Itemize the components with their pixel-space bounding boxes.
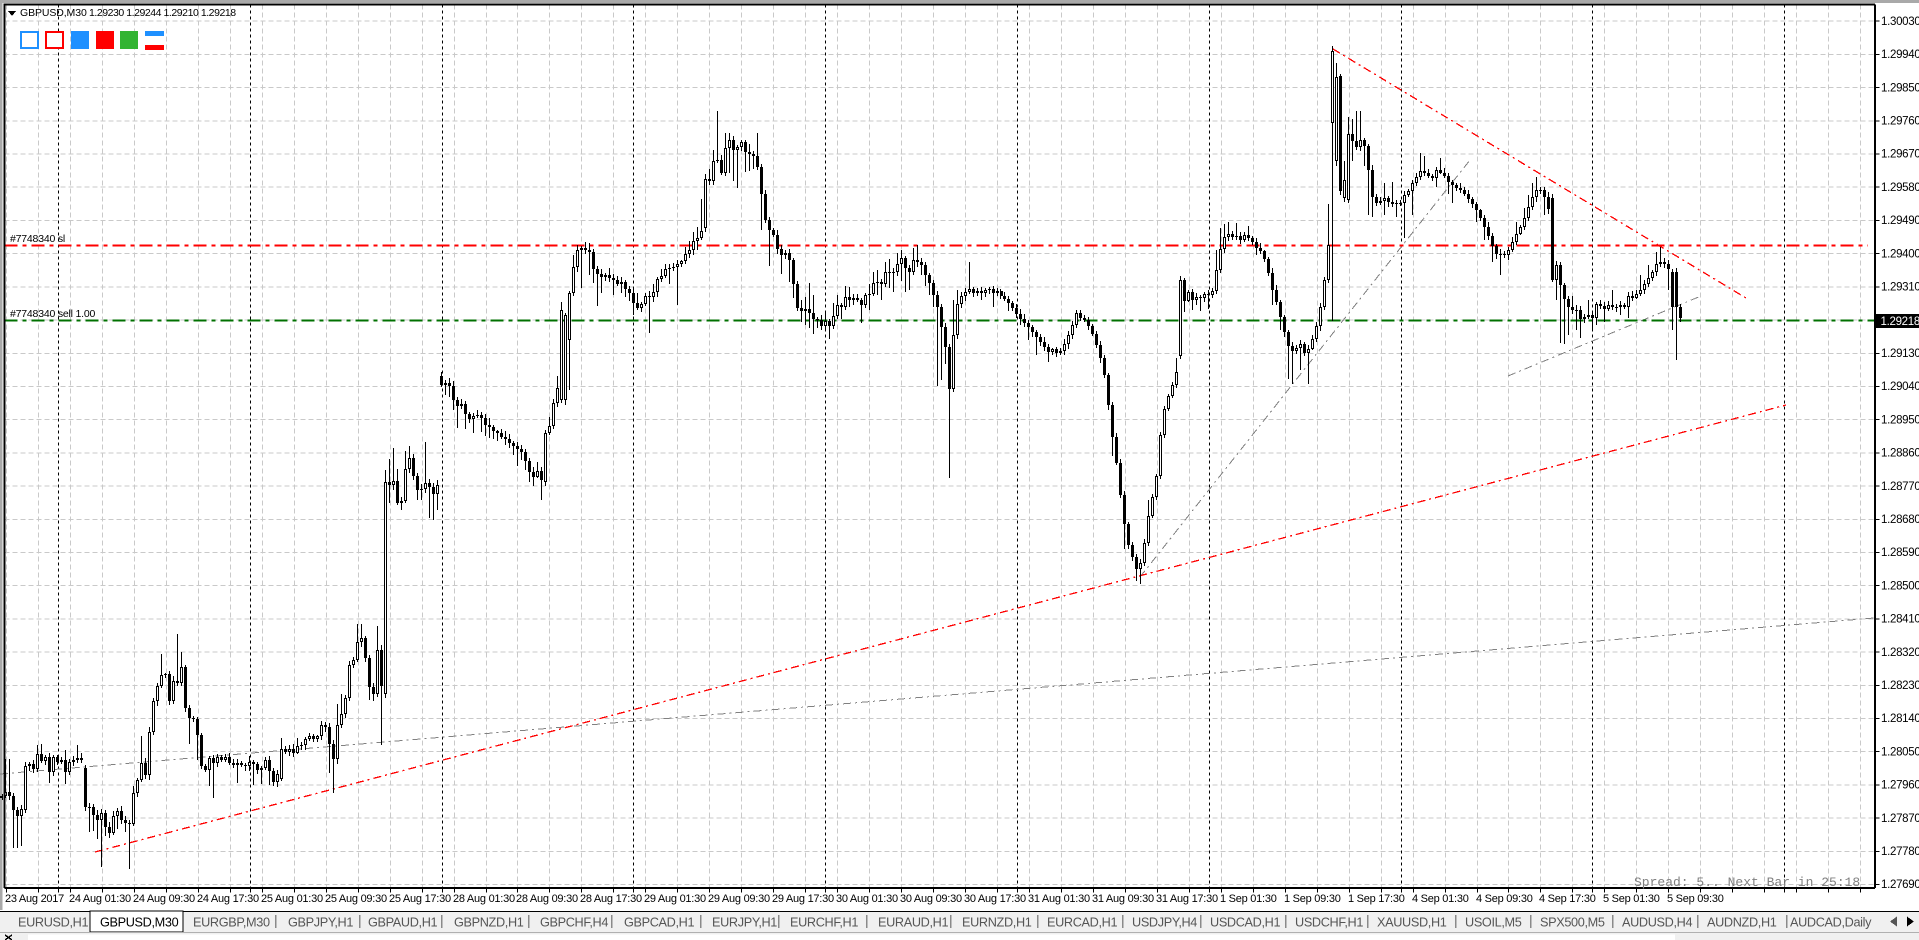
svg-text:1.28500: 1.28500 [1881, 580, 1919, 592]
svg-text:#7748340 sell 1.00: #7748340 sell 1.00 [10, 308, 96, 320]
svg-text:29 Aug 17:30: 29 Aug 17:30 [772, 893, 834, 905]
svg-text:1.29400: 1.29400 [1881, 248, 1919, 260]
svg-text:4 Sep 17:30: 4 Sep 17:30 [1539, 893, 1596, 905]
svg-text:25 Aug 17:30: 25 Aug 17:30 [389, 893, 451, 905]
svg-text:EURNZD,H1: EURNZD,H1 [962, 916, 1032, 930]
svg-text:1.29130: 1.29130 [1881, 348, 1919, 360]
svg-text:1.29218: 1.29218 [1881, 316, 1919, 328]
svg-text:28 Aug 01:30: 28 Aug 01:30 [453, 893, 515, 905]
svg-text:24 Aug 17:30: 24 Aug 17:30 [197, 893, 259, 905]
svg-text:28 Aug 09:30: 28 Aug 09:30 [516, 893, 578, 905]
svg-text:1.29760: 1.29760 [1881, 116, 1919, 128]
svg-text:1 Sep 01:30: 1 Sep 01:30 [1220, 893, 1277, 905]
svg-text:#7748340 sl: #7748340 sl [10, 233, 65, 245]
svg-text:GBPCHF,H4: GBPCHF,H4 [540, 916, 608, 930]
svg-text:1.28230: 1.28230 [1881, 680, 1919, 692]
svg-text:25 Aug 01:30: 25 Aug 01:30 [261, 893, 323, 905]
svg-text:1.29490: 1.29490 [1881, 215, 1919, 227]
svg-text:1.28590: 1.28590 [1881, 547, 1919, 559]
svg-text:EURGBP,M30: EURGBP,M30 [193, 916, 270, 930]
svg-text:GBPJPY,H1: GBPJPY,H1 [288, 916, 353, 930]
svg-text:1.28950: 1.28950 [1881, 414, 1919, 426]
svg-text:1.28410: 1.28410 [1881, 614, 1919, 626]
svg-text:1.27870: 1.27870 [1881, 813, 1919, 825]
svg-text:AUDCAD,Daily: AUDCAD,Daily [1790, 916, 1872, 930]
svg-text:5 Sep 09:30: 5 Sep 09:30 [1667, 893, 1724, 905]
svg-text:1.28770: 1.28770 [1881, 481, 1919, 493]
svg-text:1.29040: 1.29040 [1881, 381, 1919, 393]
svg-text:24 Aug 09:30: 24 Aug 09:30 [133, 893, 195, 905]
svg-text:AUDUSD,H4: AUDUSD,H4 [1622, 916, 1692, 930]
svg-text:EURJPY,H1: EURJPY,H1 [712, 916, 777, 930]
svg-text:EURUSD,H1: EURUSD,H1 [18, 916, 88, 930]
svg-text:24 Aug 01:30: 24 Aug 01:30 [69, 893, 131, 905]
svg-text:EURAUD,H1: EURAUD,H1 [878, 916, 948, 930]
svg-text:25 Aug 09:30: 25 Aug 09:30 [325, 893, 387, 905]
svg-text:1.28680: 1.28680 [1881, 514, 1919, 526]
svg-text:1.28320: 1.28320 [1881, 647, 1919, 659]
svg-text:1.29670: 1.29670 [1881, 149, 1919, 161]
svg-text:USDJPY,H4: USDJPY,H4 [1132, 916, 1197, 930]
svg-text:1.27690: 1.27690 [1881, 879, 1919, 891]
svg-text:30 Aug 09:30: 30 Aug 09:30 [900, 893, 962, 905]
svg-text:28 Aug 17:30: 28 Aug 17:30 [580, 893, 642, 905]
svg-text:USOIL,M5: USOIL,M5 [1465, 916, 1522, 930]
svg-text:1.29940: 1.29940 [1881, 49, 1919, 61]
svg-text:1 Sep 17:30: 1 Sep 17:30 [1348, 893, 1405, 905]
svg-text:31 Aug 09:30: 31 Aug 09:30 [1092, 893, 1154, 905]
svg-text:GBPUSD,M30: GBPUSD,M30 [100, 916, 179, 930]
svg-text:GBPCAD,H1: GBPCAD,H1 [624, 916, 694, 930]
svg-text:30 Aug 01:30: 30 Aug 01:30 [836, 893, 898, 905]
svg-text:USDCAD,H1: USDCAD,H1 [1210, 916, 1280, 930]
svg-text:1.27960: 1.27960 [1881, 780, 1919, 792]
svg-text:GBPAUD,H1: GBPAUD,H1 [368, 916, 438, 930]
svg-text:29 Aug 01:30: 29 Aug 01:30 [644, 893, 706, 905]
svg-text:5 Sep 01:30: 5 Sep 01:30 [1603, 893, 1660, 905]
svg-text:1.30030: 1.30030 [1881, 16, 1919, 28]
svg-text:1.28860: 1.28860 [1881, 448, 1919, 460]
svg-text:1 Sep 09:30: 1 Sep 09:30 [1284, 893, 1341, 905]
svg-text:31 Aug 01:30: 31 Aug 01:30 [1028, 893, 1090, 905]
svg-text:29 Aug 09:30: 29 Aug 09:30 [708, 893, 770, 905]
svg-text:1.29230 1.29244 1.29210 1.2921: 1.29230 1.29244 1.29210 1.29218 [89, 7, 236, 19]
svg-text:XAUUSD,H1: XAUUSD,H1 [1377, 916, 1447, 930]
svg-text:SPX500,M5: SPX500,M5 [1540, 916, 1605, 930]
svg-text:AUDNZD,H1: AUDNZD,H1 [1707, 916, 1777, 930]
svg-text:23 Aug 2017: 23 Aug 2017 [5, 893, 64, 905]
svg-text:1.28050: 1.28050 [1881, 746, 1919, 758]
svg-text:GBPNZD,H1: GBPNZD,H1 [454, 916, 524, 930]
svg-text:EURCAD,H1: EURCAD,H1 [1047, 916, 1117, 930]
svg-text:4 Sep 09:30: 4 Sep 09:30 [1476, 893, 1533, 905]
svg-text:1.28140: 1.28140 [1881, 713, 1919, 725]
svg-text:USDCHF,H1: USDCHF,H1 [1295, 916, 1363, 930]
svg-text:4 Sep 01:30: 4 Sep 01:30 [1412, 893, 1469, 905]
svg-text:GBPUSD,M30: GBPUSD,M30 [20, 7, 87, 19]
svg-text:EURCHF,H1: EURCHF,H1 [790, 916, 858, 930]
svg-text:30 Aug 17:30: 30 Aug 17:30 [964, 893, 1026, 905]
svg-text:Spread: 5.. Next Bar in 25:18: Spread: 5.. Next Bar in 25:18 [1634, 875, 1860, 890]
svg-text:1.29850: 1.29850 [1881, 82, 1919, 94]
svg-text:31 Aug 17:30: 31 Aug 17:30 [1156, 893, 1218, 905]
svg-text:1.29310: 1.29310 [1881, 282, 1919, 294]
svg-text:1.27780: 1.27780 [1881, 846, 1919, 858]
svg-text:1.29580: 1.29580 [1881, 182, 1919, 194]
